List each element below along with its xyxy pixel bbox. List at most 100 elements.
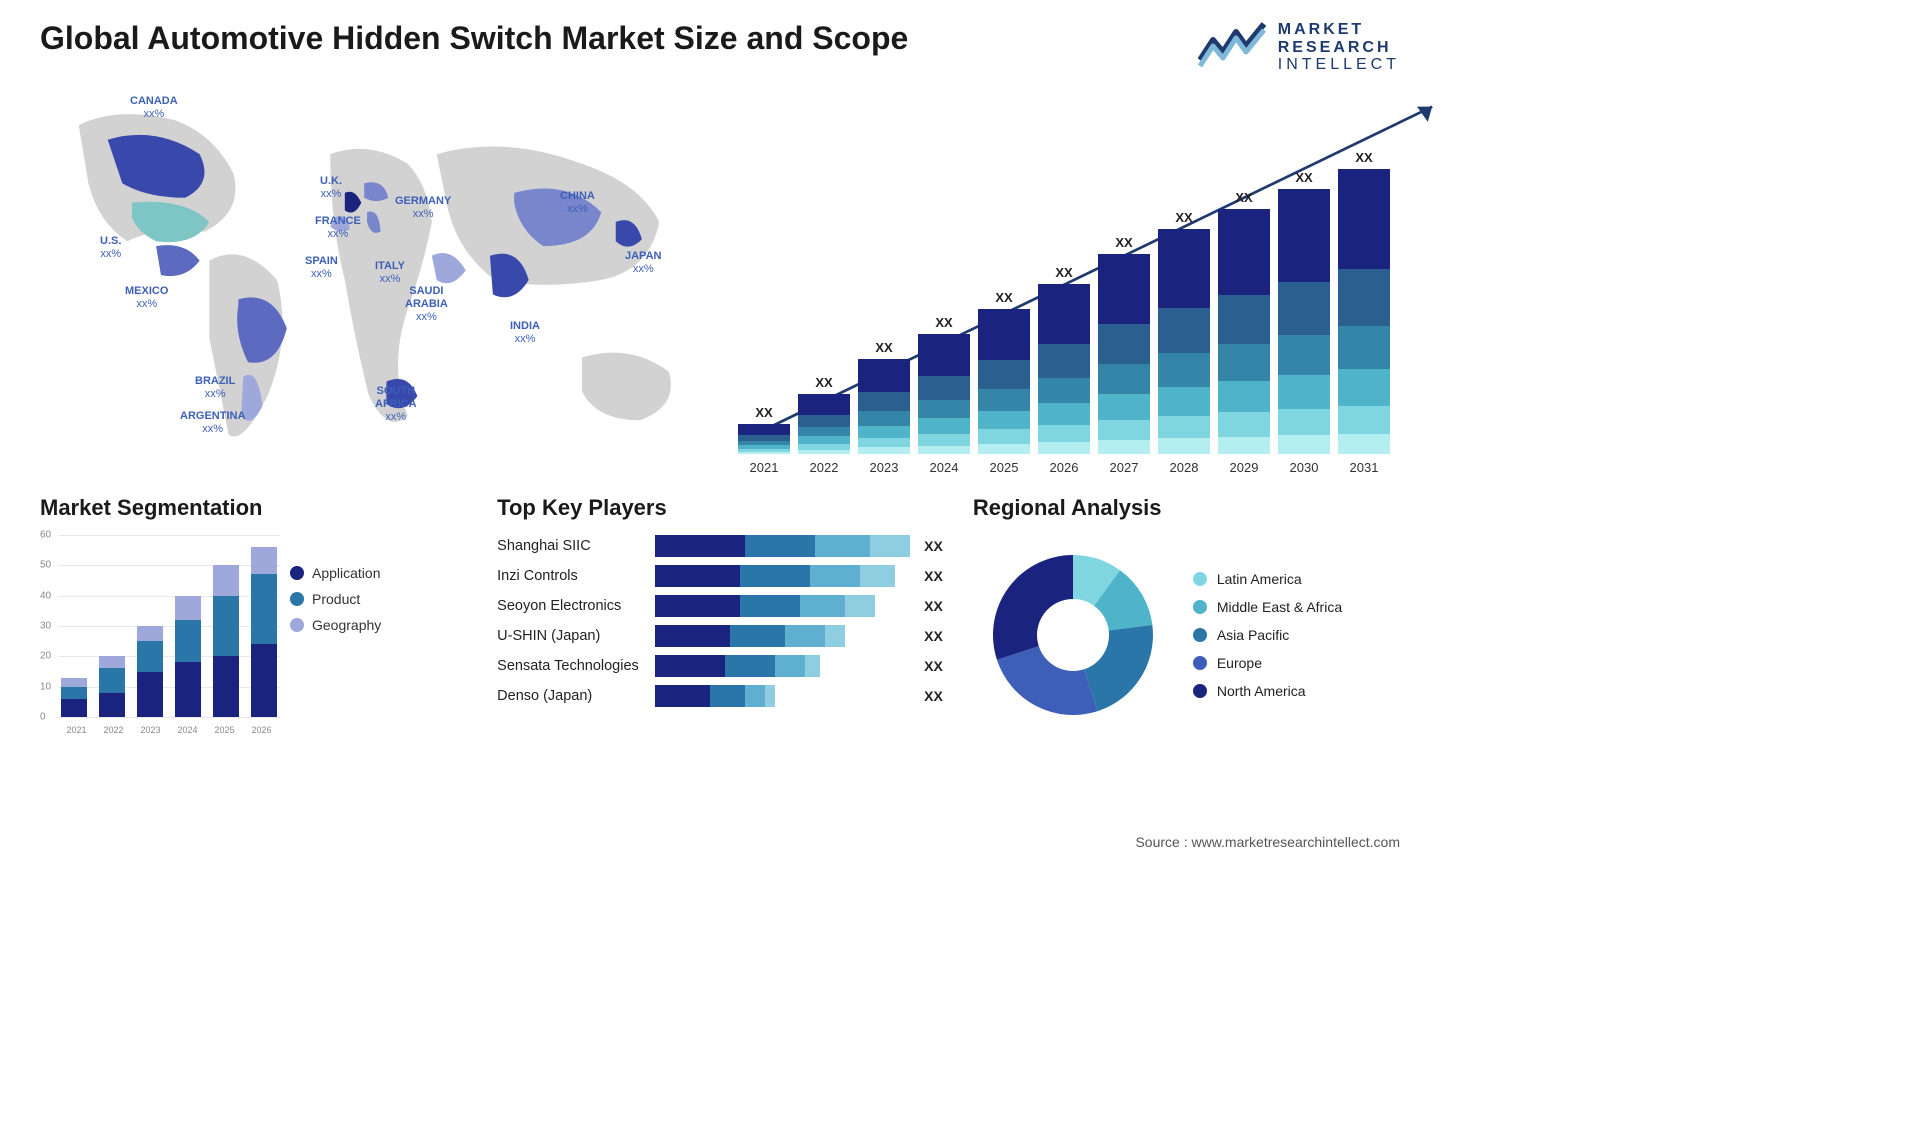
growth-bar-value: XX [1055, 265, 1072, 280]
map-label-china: CHINAxx% [560, 190, 595, 216]
growth-year-label: 2031 [1350, 460, 1379, 475]
seg-ytick: 50 [40, 560, 51, 571]
growth-year-label: 2021 [750, 460, 779, 475]
growth-year-label: 2026 [1050, 460, 1079, 475]
seg-ytick: 20 [40, 651, 51, 662]
map-label-germany: GERMANYxx% [395, 195, 451, 221]
player-value: XX [924, 688, 943, 704]
key-players-panel: Top Key Players Shanghai SIICXXInzi Cont… [497, 495, 943, 735]
region-legend-item: Middle East & Africa [1193, 599, 1342, 615]
growth-bar-2025: XX2025 [978, 290, 1030, 475]
page-title: Global Automotive Hidden Switch Market S… [40, 20, 908, 57]
map-label-france: FRANCExx% [315, 215, 361, 241]
growth-bar-value: XX [755, 405, 772, 420]
map-label-saudi-arabia: SAUDIARABIAxx% [405, 285, 448, 325]
player-value: XX [924, 658, 943, 674]
world-map [40, 85, 698, 475]
player-bar [655, 595, 910, 617]
region-legend-item: Latin America [1193, 571, 1342, 587]
growth-year-label: 2023 [870, 460, 899, 475]
growth-bar-2027: XX 2027 [1098, 235, 1150, 475]
player-row: Denso (Japan)XX [497, 685, 943, 707]
key-players-chart: Shanghai SIICXXInzi ControlsXXSeoyon Ele… [497, 535, 943, 707]
logo-mark-icon [1198, 20, 1268, 75]
regional-title: Regional Analysis [973, 495, 1400, 521]
map-label-japan: JAPANxx% [625, 250, 661, 276]
map-label-italy: ITALYxx% [375, 260, 405, 286]
growth-bar-value: XX [815, 375, 832, 390]
growth-bar-value: XX [1115, 235, 1132, 250]
source-attribution: Source : www.marketresearchintellect.com [1135, 834, 1400, 850]
growth-bar-2024: XX 2024 [918, 315, 970, 475]
world-map-panel: CANADAxx%U.S.xx%MEXICOxx%BRAZILxx%ARGENT… [40, 85, 698, 475]
player-bar [655, 565, 910, 587]
growth-year-label: 2024 [930, 460, 959, 475]
player-value: XX [924, 628, 943, 644]
logo-line-2: RESEARCH [1278, 39, 1400, 57]
map-label-brazil: BRAZILxx% [195, 375, 235, 401]
growth-bar-chart: XX2021XX2022XX2023XX2024XX2025XX2026XX20… [728, 85, 1400, 475]
seg-bar-2026 [251, 547, 277, 717]
growth-year-label: 2027 [1110, 460, 1139, 475]
segmentation-title: Market Segmentation [40, 495, 467, 521]
seg-bar-2021 [61, 678, 87, 717]
seg-legend-item: Geography [290, 617, 381, 633]
map-label-u-k-: U.K.xx% [320, 175, 342, 201]
logo-line-1: MARKET [1278, 21, 1400, 39]
player-row: U-SHIN (Japan)XX [497, 625, 943, 647]
map-label-india: INDIAxx% [510, 320, 540, 346]
seg-ytick: 30 [40, 621, 51, 632]
player-value: XX [924, 538, 943, 554]
player-bar [655, 625, 910, 647]
growth-bar-value: XX [1355, 150, 1372, 165]
player-name: Shanghai SIIC [497, 538, 647, 554]
seg-legend-item: Application [290, 565, 381, 581]
player-name: Inzi Controls [497, 568, 647, 584]
map-label-argentina: ARGENTINAxx% [180, 410, 245, 436]
growth-bar-value: XX [1295, 170, 1312, 185]
map-label-mexico: MEXICOxx% [125, 285, 168, 311]
regional-legend: Latin America Middle East & Africa Asia Pa… [1193, 571, 1342, 699]
growth-bar-2031: XX 2031 [1338, 150, 1390, 475]
seg-legend-item: Product [290, 591, 381, 607]
region-legend-item: Asia Pacific [1193, 627, 1342, 643]
growth-bar-value: XX [995, 290, 1012, 305]
region-legend-item: Europe [1193, 655, 1342, 671]
logo-line-3: INTELLECT [1278, 56, 1400, 74]
segmentation-legend: Application Product Geography [290, 535, 381, 735]
growth-year-label: 2030 [1290, 460, 1319, 475]
player-name: Seoyon Electronics [497, 598, 647, 614]
growth-bar-value: XX [875, 340, 892, 355]
growth-bar-value: XX [1235, 190, 1252, 205]
seg-year-label: 2024 [177, 725, 197, 735]
growth-bar-2029: XX2029 [1218, 190, 1270, 475]
player-bar [655, 685, 910, 707]
growth-bar-2030: XX 2030 [1278, 170, 1330, 475]
growth-bar-2022: XX 2022 [798, 375, 850, 475]
segmentation-chart: 0102030405060202120222023202420252026 [40, 535, 280, 735]
seg-year-label: 2022 [103, 725, 123, 735]
growth-bar-2026: XX 2026 [1038, 265, 1090, 475]
growth-bar-value: XX [935, 315, 952, 330]
player-name: Sensata Technologies [497, 658, 647, 674]
map-label-spain: SPAINxx% [305, 255, 338, 281]
brand-logo: MARKET RESEARCH INTELLECT [1198, 20, 1400, 75]
growth-bar-value: XX [1175, 210, 1192, 225]
player-row: Sensata Technologies XX [497, 655, 943, 677]
player-value: XX [924, 598, 943, 614]
region-legend-item: North America [1193, 683, 1342, 699]
player-row: Seoyon Electronics XX [497, 595, 943, 617]
seg-ytick: 40 [40, 590, 51, 601]
growth-bar-2021: XX 2021 [738, 405, 790, 475]
growth-year-label: 2022 [810, 460, 839, 475]
map-label-canada: CANADAxx% [130, 95, 178, 121]
seg-year-label: 2026 [251, 725, 271, 735]
growth-year-label: 2028 [1170, 460, 1199, 475]
map-label-south-africa: SOUTHAFRICAxx% [375, 385, 417, 425]
seg-year-label: 2021 [66, 725, 86, 735]
growth-bar-2023: XX 2023 [858, 340, 910, 475]
seg-year-label: 2025 [214, 725, 234, 735]
player-row: Inzi ControlsXX [497, 565, 943, 587]
regional-donut-chart [973, 535, 1173, 735]
player-row: Shanghai SIIC XX [497, 535, 943, 557]
